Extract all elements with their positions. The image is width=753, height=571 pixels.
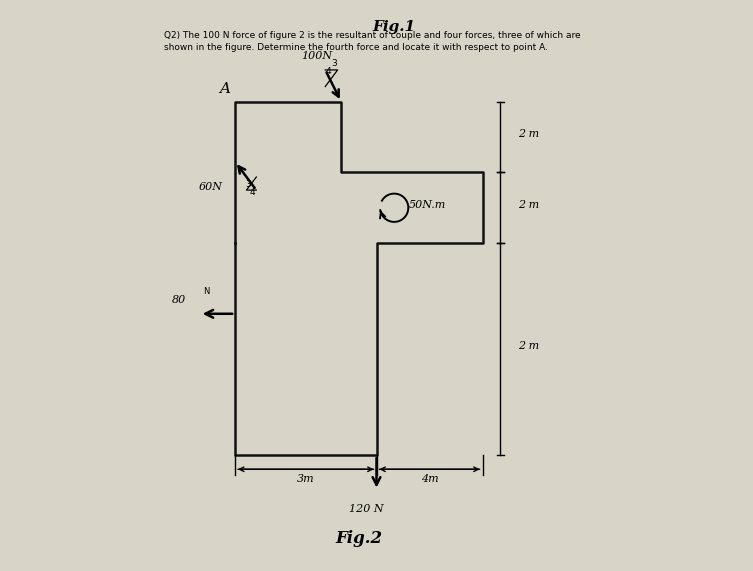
Text: 3m: 3m bbox=[297, 473, 315, 484]
Text: 100N: 100N bbox=[301, 51, 332, 61]
Text: 2 m: 2 m bbox=[518, 200, 539, 210]
Text: A: A bbox=[219, 82, 230, 96]
Text: 60N: 60N bbox=[198, 182, 222, 192]
Text: 80: 80 bbox=[172, 295, 186, 305]
Text: shown in the figure. Determine the fourth force and locate it with respect to po: shown in the figure. Determine the fourt… bbox=[164, 43, 548, 53]
Text: 2 m: 2 m bbox=[518, 341, 539, 351]
Text: Fig.2: Fig.2 bbox=[335, 530, 383, 548]
Text: 2 m: 2 m bbox=[518, 129, 539, 139]
Text: Fig.1: Fig.1 bbox=[373, 21, 416, 34]
Text: 50N.m: 50N.m bbox=[408, 200, 446, 210]
Text: 3: 3 bbox=[331, 59, 337, 69]
Text: 4m: 4m bbox=[421, 473, 438, 484]
Text: 3: 3 bbox=[245, 180, 252, 189]
Text: 4: 4 bbox=[250, 188, 255, 198]
Text: N: N bbox=[203, 287, 209, 296]
Text: 120 N: 120 N bbox=[349, 504, 383, 514]
Text: Q2) The 100 N force of figure 2 is the resultant of couple and four forces, thre: Q2) The 100 N force of figure 2 is the r… bbox=[164, 31, 581, 40]
Text: 4: 4 bbox=[326, 67, 331, 76]
